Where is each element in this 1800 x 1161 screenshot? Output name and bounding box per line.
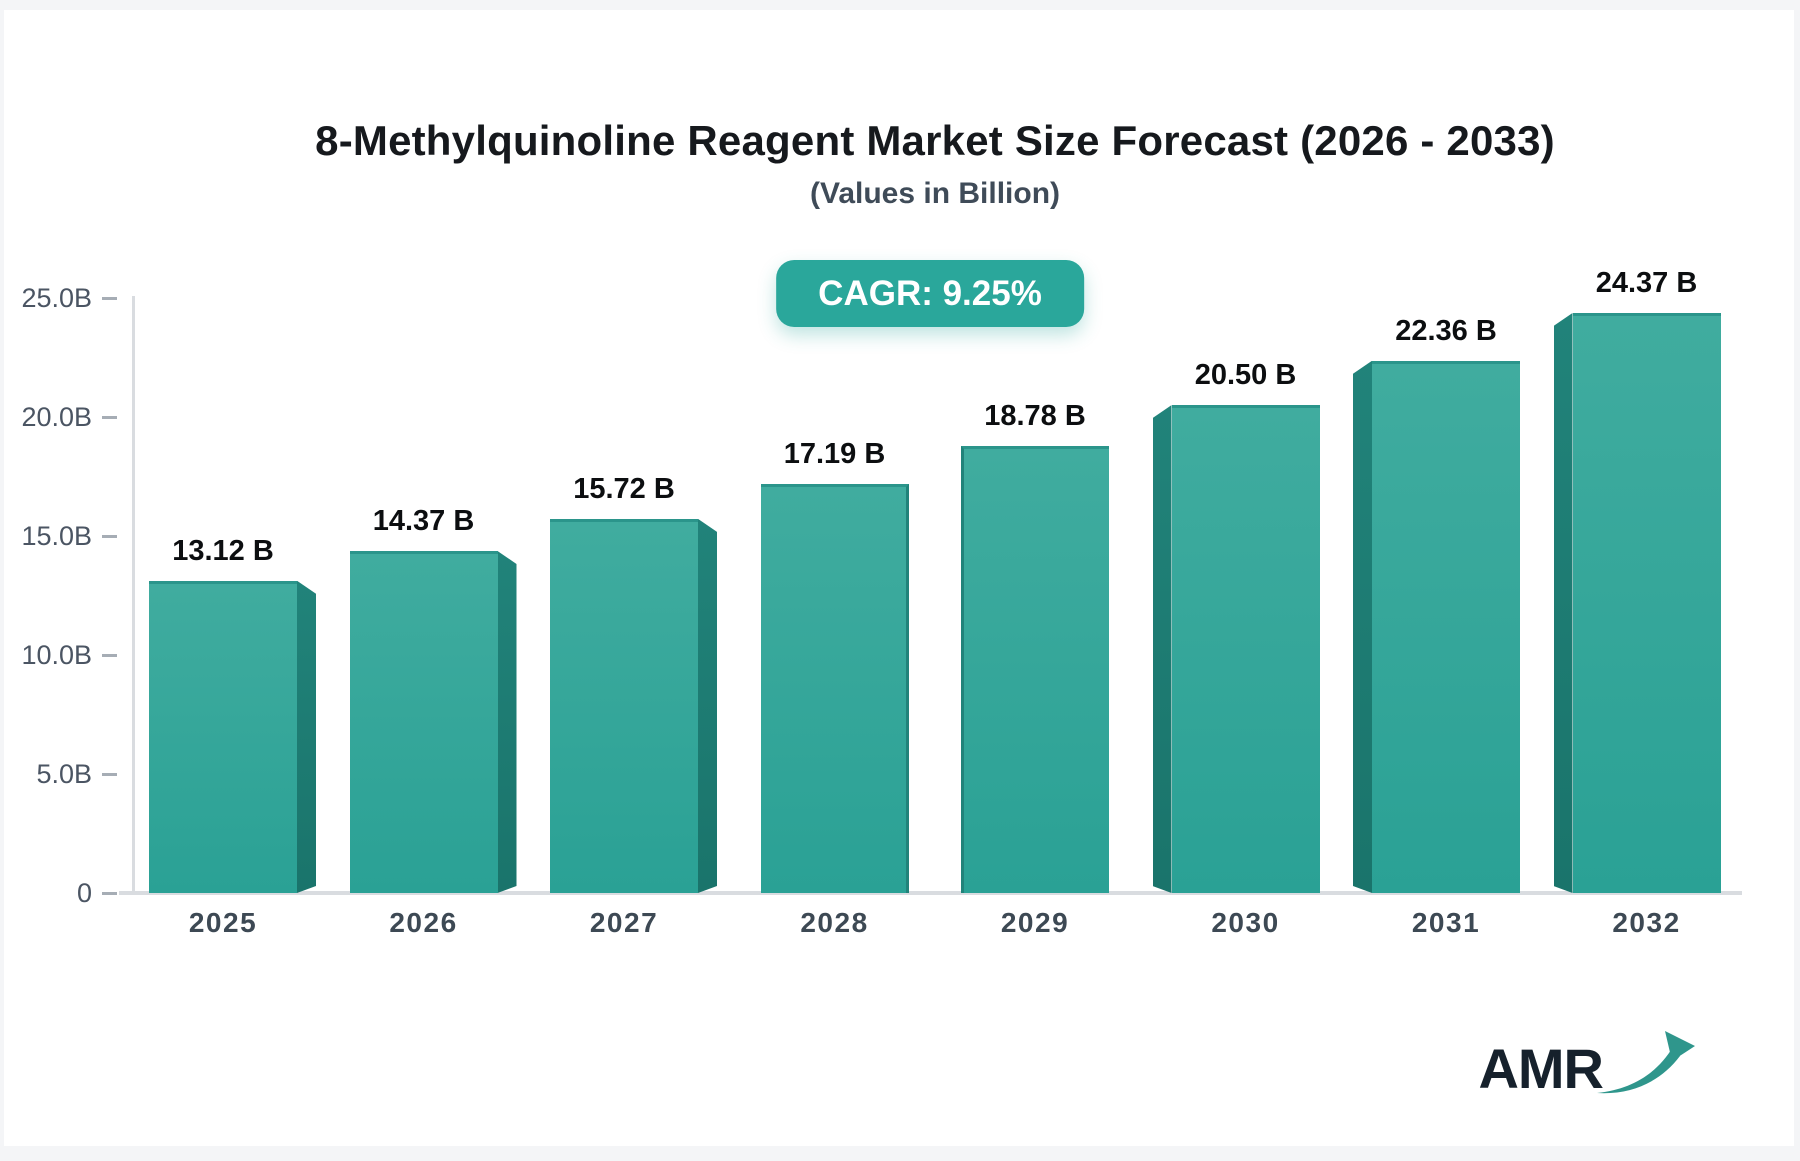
cagr-badge: CAGR: 9.25% — [776, 260, 1084, 327]
y-tick-dash — [102, 653, 117, 657]
chart-subtitle: (Values in Billion) — [809, 177, 1061, 210]
bar-2027 — [550, 518, 698, 893]
plot-area: 25.0B 20.0B 15.0B 10.0B 5.0B 0 13.12 B 2025 14.3… — [2, 5, 1797, 1151]
page-edge-left — [2, 5, 4, 1161]
chart-card: 8-Methylquinoline Reagent Market Size Fo… — [2, 5, 1800, 1161]
bar-value-label: 13.12 B — [172, 534, 274, 567]
chart-title: 8-Methylquinoline Reagent Market Size Fo… — [315, 117, 1555, 164]
page-edge-bottom — [2, 1146, 1800, 1151]
x-axis-line — [119, 891, 1742, 895]
amr-logo: AMR — [1478, 1031, 1697, 1103]
y-tick-label: 0 — [76, 878, 92, 908]
bar-2028 — [760, 483, 909, 893]
bar-value-label: 17.19 B — [783, 437, 886, 470]
amr-logo-text: AMR — [1478, 1037, 1604, 1100]
bar-side-face — [498, 551, 517, 893]
bar-side-face — [1554, 313, 1573, 893]
bar-2032 — [1572, 313, 1721, 893]
bar-side-face — [1353, 361, 1372, 893]
y-tick-dash — [102, 296, 117, 300]
x-axis-category-label: 2032 — [1612, 907, 1681, 938]
x-axis-category-label: 2028 — [800, 907, 869, 938]
bar-2031 — [1372, 360, 1520, 893]
x-axis-category-label: 2029 — [1000, 907, 1070, 938]
bar-2029 — [961, 446, 1109, 893]
page-edge-top — [2, 5, 1800, 10]
y-tick-label: 10.0B — [21, 640, 92, 670]
x-axis-category-label: 2026 — [389, 907, 458, 938]
bar-value-label: 14.37 B — [372, 505, 475, 537]
x-axis-category-label: 2030 — [1211, 907, 1280, 938]
bar-value-label: 18.78 B — [984, 400, 1086, 432]
y-tick-dash — [102, 891, 117, 895]
bar-2025 — [149, 580, 297, 893]
y-tick-label: 25.0B — [21, 283, 92, 313]
y-tick-label: 20.0B — [21, 402, 92, 432]
x-axis-category-label: 2025 — [188, 907, 258, 938]
bar-side-face — [297, 581, 316, 893]
bar-value-label: 24.37 B — [1595, 267, 1698, 299]
bar-value-label: 15.72 B — [573, 472, 675, 505]
y-tick-label: 5.0B — [36, 759, 92, 789]
bar-2026 — [349, 551, 498, 893]
y-tick-label: 15.0B — [21, 521, 92, 551]
y-tick-dash — [102, 415, 117, 419]
bar-value-label: 20.50 B — [1194, 359, 1297, 392]
x-axis-category-label: 2031 — [1411, 907, 1481, 938]
bar-2030 — [1171, 405, 1320, 893]
y-axis-line — [132, 296, 135, 893]
bar-side-face — [698, 519, 717, 893]
page-edge-right — [1794, 5, 1797, 1161]
bar-side-face — [1153, 405, 1172, 893]
x-axis-category-label: 2027 — [589, 907, 659, 938]
bar-value-label: 22.36 B — [1395, 314, 1497, 347]
y-tick-dash — [102, 772, 117, 776]
y-tick-dash — [102, 534, 117, 538]
growth-arrow-icon — [1597, 1031, 1695, 1094]
